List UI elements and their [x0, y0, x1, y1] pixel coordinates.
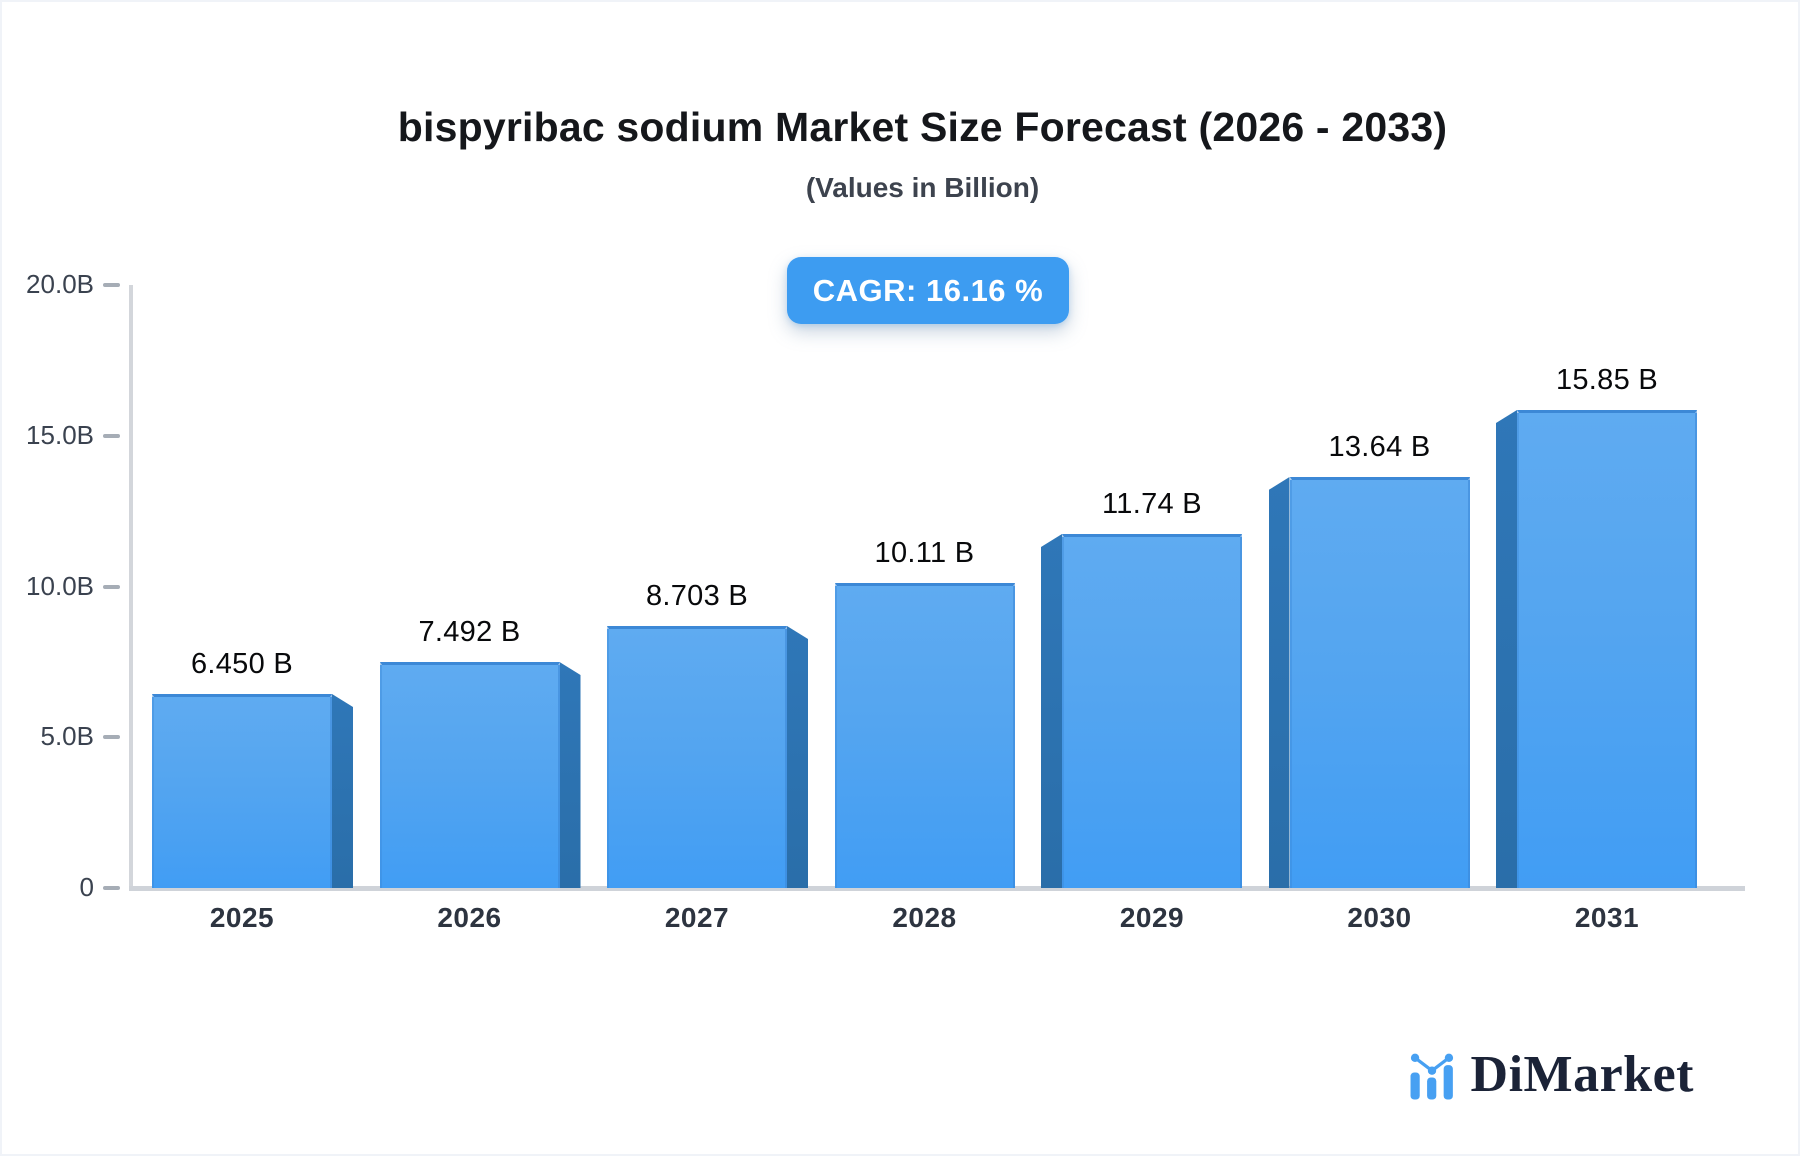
bar-side-3d [559, 662, 581, 888]
y-axis-label: 20.0B [26, 269, 94, 299]
x-axis-label: 2030 [1347, 902, 1412, 933]
bar-side-3d [787, 626, 808, 888]
x-axis-label: 2028 [892, 902, 957, 933]
bar-side-3d [1041, 534, 1062, 888]
bar-side-3d [1268, 477, 1290, 888]
cagr-badge: CAGR: 16.16 % [787, 257, 1069, 324]
x-axis-label: 2031 [1574, 902, 1640, 933]
y-axis-tick [103, 584, 120, 589]
bar-face-2026 [379, 662, 560, 888]
x-axis-label: 2029 [1119, 902, 1185, 933]
x-axis-label: 2027 [664, 902, 730, 933]
bar-face-2030 [1289, 477, 1470, 888]
y-axis-tick [103, 735, 120, 740]
y-axis-label: 10.0B [26, 570, 94, 601]
bar-value-label: 11.74 B [1102, 488, 1202, 520]
bar-side-3d [1496, 410, 1517, 888]
bar-value-label: 10.11 B [874, 537, 975, 569]
x-axis-label: 2025 [209, 902, 275, 933]
y-axis-label: 0 [79, 872, 94, 902]
x-axis-label: 2026 [437, 902, 502, 933]
x-axis-line [129, 886, 1745, 891]
bar-value-label: 6.450 B [190, 648, 294, 680]
bar-value-label: 7.492 B [418, 616, 521, 648]
bar-value-label: 13.64 B [1328, 431, 1431, 463]
bar-face-2027 [607, 626, 787, 888]
bar-side-3d [332, 694, 353, 888]
bar-face-2031 [1517, 410, 1697, 888]
bar-face-2028 [834, 583, 1015, 888]
bar-value-label: 8.703 B [645, 580, 749, 612]
y-axis-tick [103, 283, 120, 287]
brand-logo: DiMarket [1407, 1048, 1694, 1102]
brand-name: DiMarket [1470, 1046, 1694, 1103]
y-axis-label: 15.0B [26, 419, 94, 450]
bar-face-2029 [1062, 534, 1242, 888]
y-axis-tick [103, 886, 120, 890]
y-axis-tick [103, 433, 120, 438]
chart-title: bispyribac sodium Market Size Forecast (… [397, 104, 1448, 150]
dimarket-logo-icon [1410, 1053, 1453, 1100]
bar-value-label: 15.85 B [1555, 364, 1659, 396]
bar-face-2025 [152, 694, 332, 888]
chart-subtitle: (Values in Billion) [805, 172, 1040, 203]
cagr-badge-label: CAGR: 16.16 % [812, 272, 1044, 308]
y-axis-label: 5.0B [40, 721, 95, 752]
y-axis-line [129, 285, 133, 890]
